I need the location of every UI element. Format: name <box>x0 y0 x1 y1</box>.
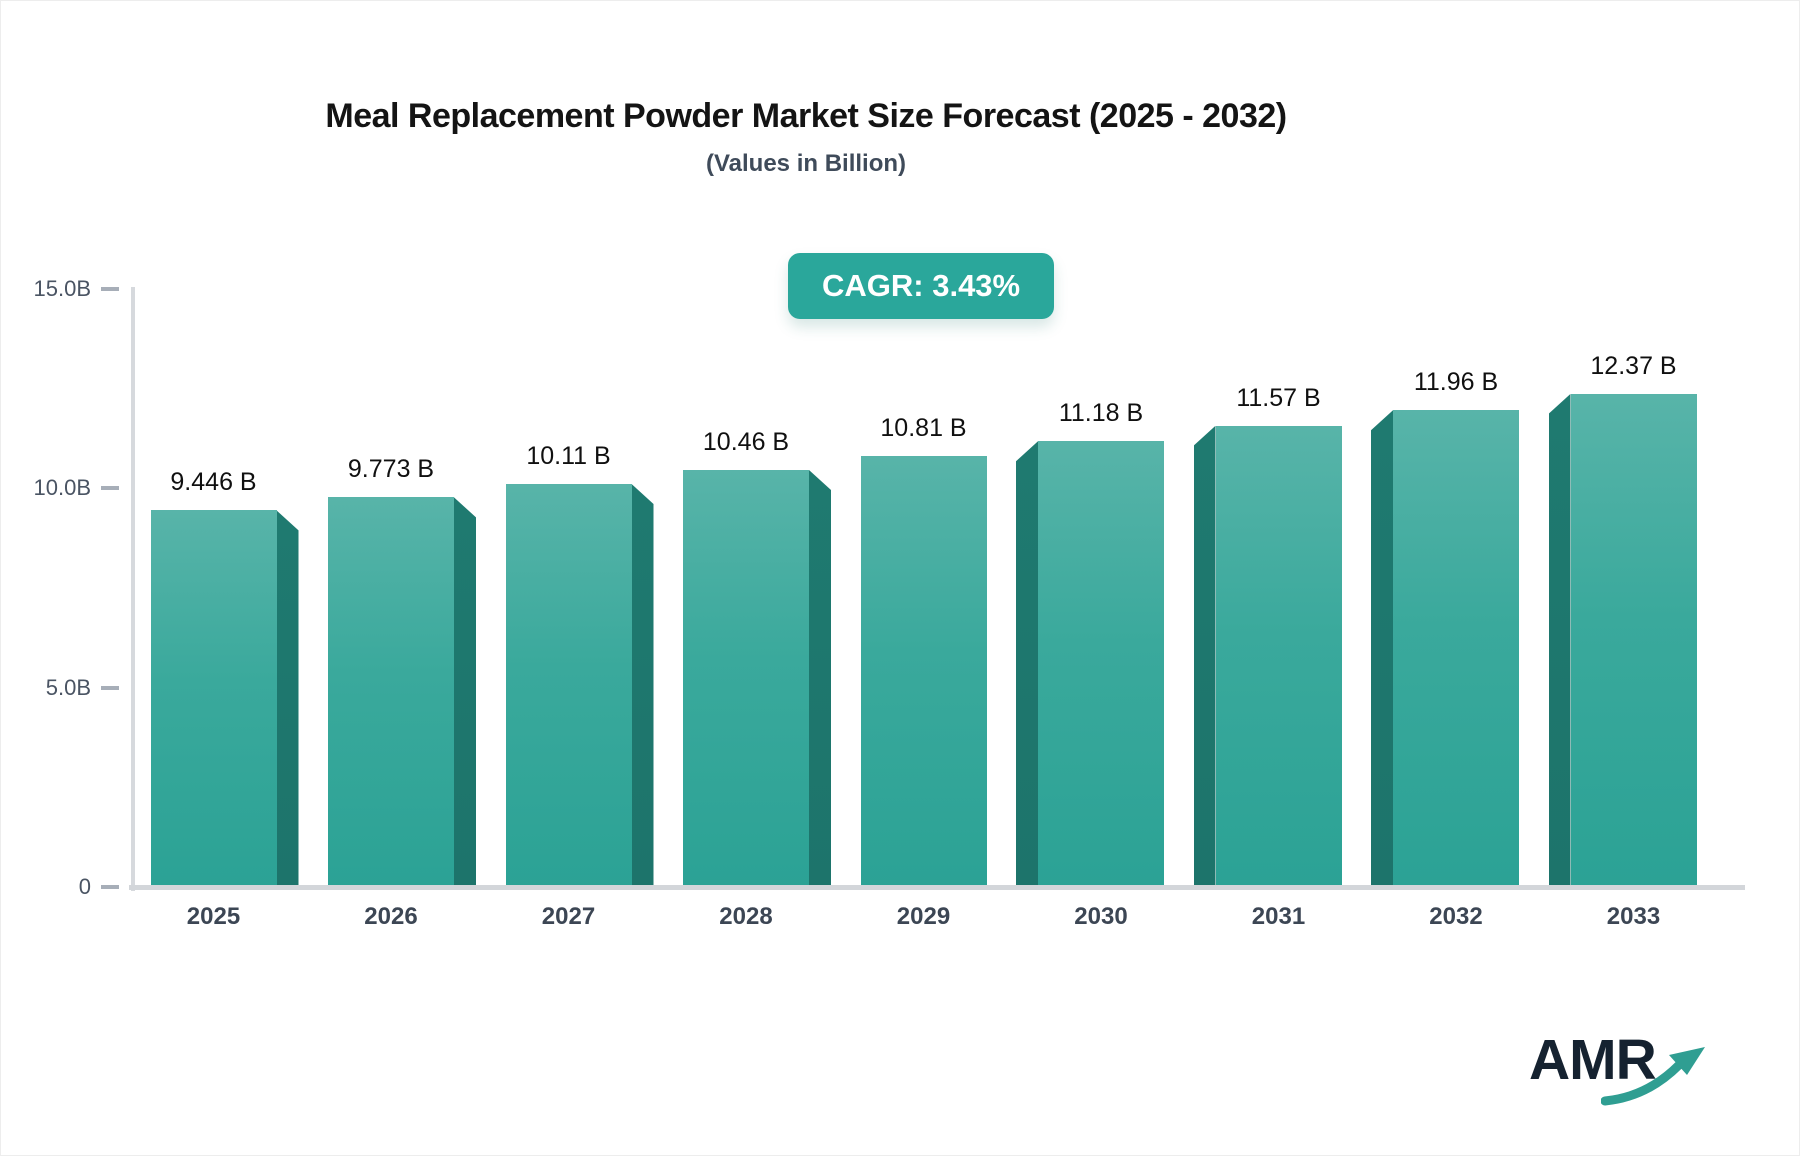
logo-text: AMR <box>1529 1028 1657 1092</box>
bar-side-face <box>1548 393 1571 890</box>
chart-header: Meal Replacement Powder Market Size Fore… <box>1 97 1611 178</box>
cagr-badge: CAGR: 3.43% <box>788 253 1055 319</box>
bar-side-face <box>631 483 654 890</box>
y-axis-tick <box>101 287 119 291</box>
y-axis-tick-label: 15.0B <box>33 276 92 301</box>
bar-side-face <box>1193 425 1216 890</box>
bar <box>683 469 809 890</box>
bar <box>328 497 454 890</box>
bar-value-label: 11.96 B <box>1413 368 1499 397</box>
growth-arrow-icon <box>1601 1047 1705 1106</box>
y-axis-tick <box>101 685 119 690</box>
x-axis-label: 2025 <box>186 903 241 930</box>
bar <box>150 510 277 890</box>
y-axis-tick-label: 5.0B <box>45 674 91 700</box>
bar-value-label: 9.773 B <box>347 455 435 484</box>
bar-value-label: 10.81 B <box>880 414 967 443</box>
x-axis-label: 2028 <box>719 903 773 930</box>
x-axis-label: 2031 <box>1251 903 1306 930</box>
y-axis-tick-label: 0 <box>78 874 91 899</box>
bar-value-label: 10.11 B <box>526 441 611 470</box>
bar <box>1215 425 1342 890</box>
amr-logo: AMR <box>1529 1027 1759 1119</box>
x-axis-label: 2030 <box>1074 903 1128 930</box>
bar-side-face <box>454 497 476 890</box>
bar <box>1570 393 1697 890</box>
x-axis-baseline <box>129 885 1745 890</box>
bar <box>1393 410 1519 890</box>
bar-value-label: 10.46 B <box>702 427 790 456</box>
bar-side-face <box>1371 410 1393 890</box>
bar-value-label: 11.18 B <box>1058 399 1144 428</box>
y-axis-tick <box>101 885 119 889</box>
bar-value-label: 12.37 B <box>1590 351 1677 380</box>
bar <box>860 456 987 890</box>
bar-side-face <box>276 510 299 890</box>
x-axis-label: 2032 <box>1429 903 1483 930</box>
x-axis-label: 2026 <box>364 903 418 930</box>
bar-value-label: 9.446 B <box>170 468 257 497</box>
bar-side-face <box>809 469 831 890</box>
y-axis-tick <box>101 486 119 491</box>
x-axis-label: 2029 <box>896 903 951 930</box>
bar <box>505 483 632 890</box>
chart-subtitle: (Values in Billion) <box>705 150 907 177</box>
page-title: Meal Replacement Powder Market Size Fore… <box>325 97 1287 135</box>
bar-side-face <box>1016 441 1038 890</box>
x-axis-label: 2027 <box>541 903 596 930</box>
bar-value-label: 11.57 B <box>1236 383 1321 412</box>
x-axis-label: 2033 <box>1606 903 1661 930</box>
y-axis-tick-label: 10.0B <box>33 475 92 501</box>
bar <box>1038 441 1164 890</box>
y-axis-line <box>131 287 135 891</box>
